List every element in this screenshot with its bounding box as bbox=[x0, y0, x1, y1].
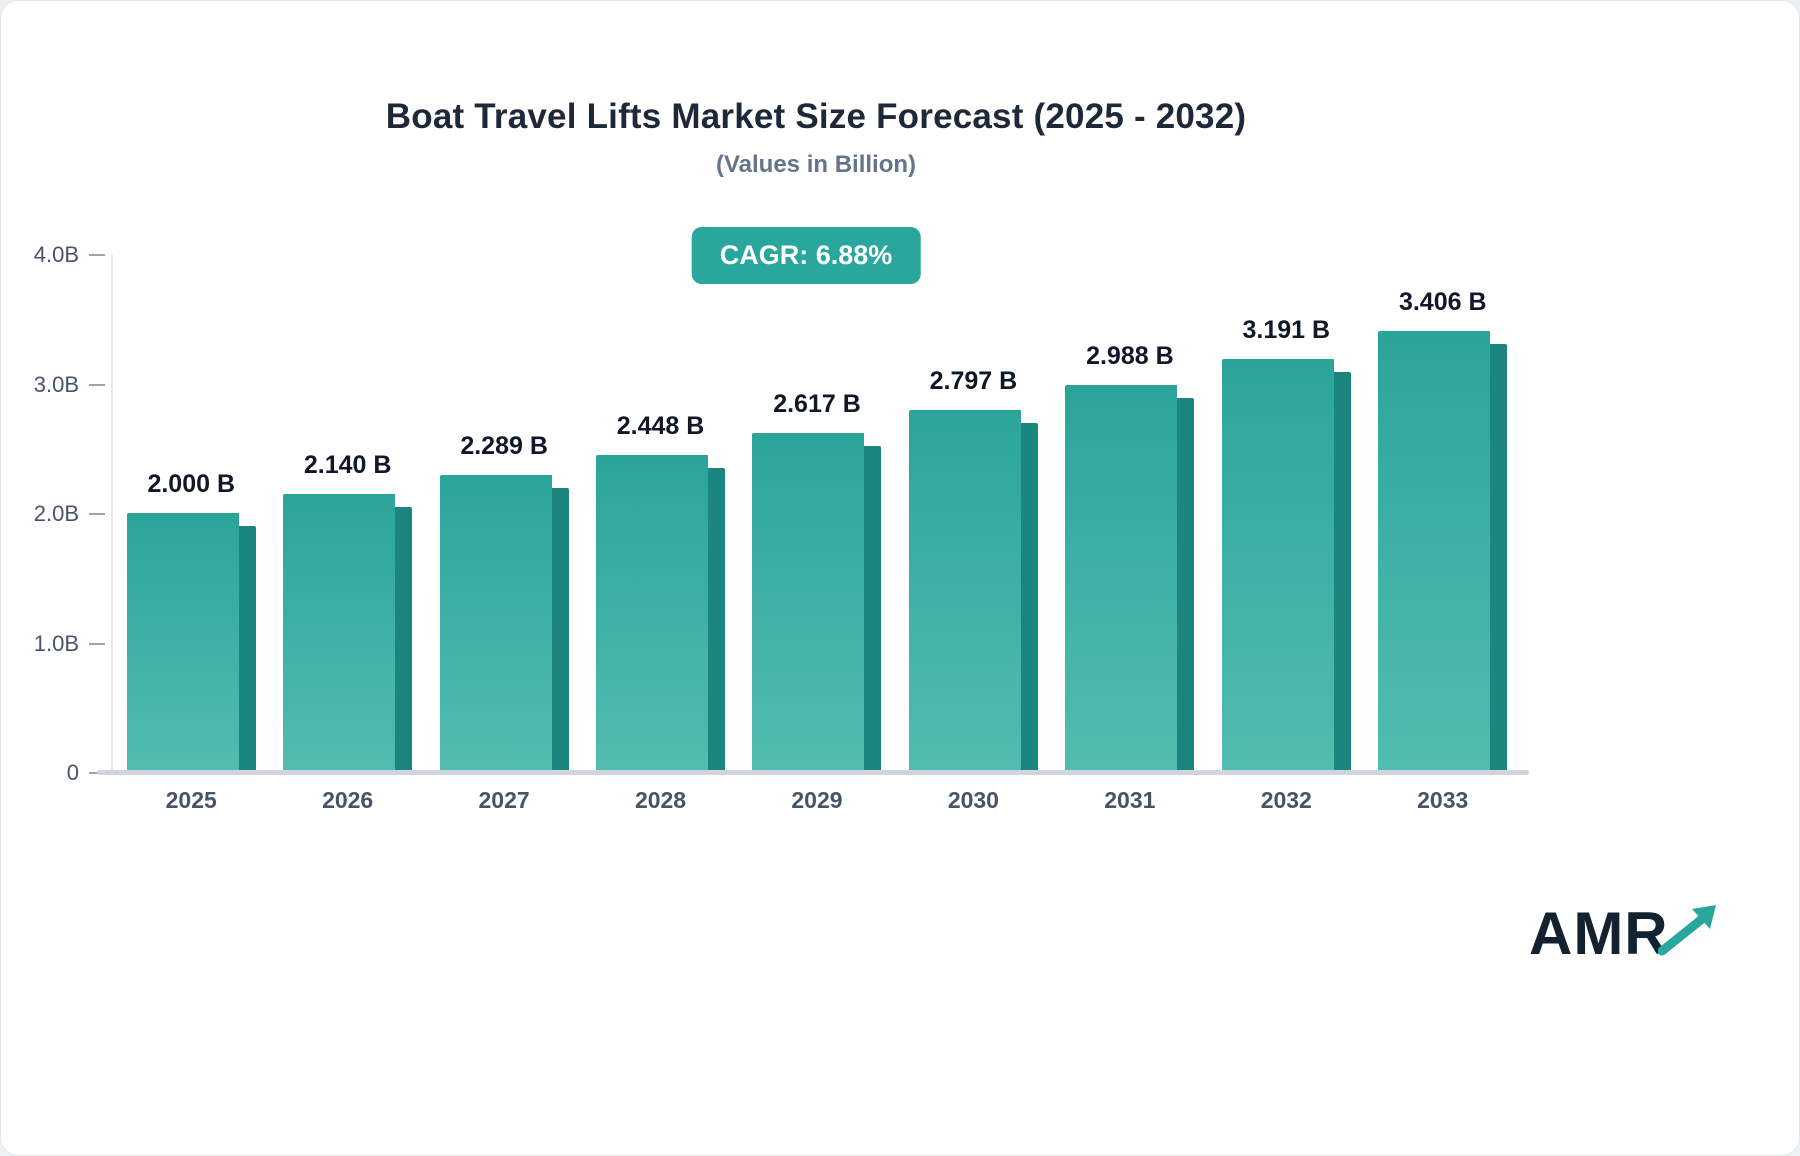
x-axis-label: 2033 bbox=[1417, 787, 1469, 813]
y-axis: 4.0B 3.0B 2.0B 1.0B 0 bbox=[1, 242, 105, 785]
bar-front-face bbox=[126, 512, 239, 770]
y-tick-label: 0 bbox=[66, 760, 79, 785]
bar-front-face bbox=[1065, 385, 1178, 770]
y-tick-label: 1.0B bbox=[33, 630, 79, 656]
bar-group: 2.617 B bbox=[739, 255, 895, 770]
bar-side-face bbox=[1490, 344, 1508, 770]
bar-side-face bbox=[708, 467, 726, 770]
bar-group: 3.406 B bbox=[1365, 255, 1521, 770]
bar-value-label: 2.988 B bbox=[1086, 342, 1174, 371]
bar-side-face bbox=[238, 525, 256, 770]
bar-front-face bbox=[1378, 331, 1491, 770]
x-axis-label: 2029 bbox=[791, 787, 843, 813]
y-tick-mark bbox=[89, 642, 105, 645]
bar: 2.000 B bbox=[126, 255, 256, 770]
bar: 2.289 B bbox=[439, 255, 569, 770]
bar-front-face bbox=[283, 494, 396, 770]
bar-front-face bbox=[908, 409, 1021, 770]
x-axis-label: 2027 bbox=[478, 787, 530, 813]
bar: 2.988 B bbox=[1065, 255, 1195, 770]
bar: 3.406 B bbox=[1378, 255, 1508, 770]
bar-value-label: 2.289 B bbox=[460, 432, 548, 461]
bar: 2.797 B bbox=[908, 255, 1038, 770]
amr-logo: AMR bbox=[1529, 899, 1716, 969]
y-axis-line bbox=[111, 255, 113, 773]
chart-subtitle: (Values in Billion) bbox=[715, 151, 917, 178]
bar-group: 2.289 B bbox=[426, 255, 582, 770]
bar-front-face bbox=[752, 433, 865, 770]
y-tick: 3.0B bbox=[34, 372, 105, 398]
cagr-badge: CAGR: 6.88% bbox=[691, 227, 921, 284]
y-tick: 1.0B bbox=[34, 631, 105, 657]
plot-area: 2.000 B 2.140 B 2.289 B 2.448 B 2.617 B 2.797… bbox=[113, 255, 1521, 770]
y-tick-mark bbox=[89, 513, 105, 515]
amr-logo-text: AMR bbox=[1529, 900, 1669, 967]
bar-group: 3.191 B bbox=[1208, 255, 1364, 770]
bar-side-face bbox=[864, 446, 882, 770]
bar-side-face bbox=[395, 507, 413, 770]
x-axis-label: 2030 bbox=[947, 787, 999, 813]
x-axis-labels: 2025 2026 2027 2028 2029 2030 2031 2032 2033 bbox=[113, 787, 1521, 814]
bar-group: 2.797 B bbox=[895, 255, 1051, 770]
bar-group: 2.988 B bbox=[1052, 255, 1208, 770]
bar-front-face bbox=[1221, 359, 1334, 770]
bar-side-face bbox=[1177, 398, 1195, 770]
bar-value-label: 2.448 B bbox=[616, 411, 705, 440]
x-axis-baseline bbox=[97, 770, 1529, 775]
bar-value-label: 3.406 B bbox=[1398, 288, 1487, 317]
bar-value-label: 3.191 B bbox=[1242, 316, 1331, 345]
bar-value-label: 2.797 B bbox=[929, 366, 1018, 395]
bar-side-face bbox=[1020, 422, 1038, 770]
bar: 2.140 B bbox=[283, 255, 413, 770]
bar-value-label: 2.000 B bbox=[147, 469, 235, 498]
bar: 2.448 B bbox=[596, 255, 726, 770]
x-axis-label: 2026 bbox=[322, 787, 374, 813]
bar-front-face bbox=[596, 454, 709, 770]
bar-group: 2.140 B bbox=[269, 255, 425, 770]
bar-front-face bbox=[439, 475, 552, 770]
x-axis-label: 2028 bbox=[634, 787, 687, 813]
growth-arrow-icon bbox=[1658, 905, 1716, 956]
bar-side-face bbox=[551, 488, 569, 770]
bar-side-face bbox=[1333, 372, 1351, 770]
x-axis-label: 2025 bbox=[165, 787, 217, 813]
y-tick-label: 4.0B bbox=[33, 242, 79, 267]
y-tick-mark bbox=[89, 254, 105, 256]
bar-group: 2.000 B bbox=[113, 255, 269, 770]
bar-value-label: 2.617 B bbox=[773, 390, 861, 419]
bar-value-label: 2.140 B bbox=[303, 451, 392, 480]
bar: 3.191 B bbox=[1221, 255, 1351, 770]
bar-group: 2.448 B bbox=[582, 255, 738, 770]
y-tick: 4.0B bbox=[34, 242, 105, 268]
y-tick: 2.0B bbox=[34, 501, 105, 527]
y-tick-label: 2.0B bbox=[33, 501, 79, 526]
x-axis-label: 2032 bbox=[1260, 787, 1312, 813]
y-tick-label: 3.0B bbox=[33, 371, 79, 397]
y-tick-mark bbox=[89, 383, 105, 386]
x-axis-label: 2031 bbox=[1104, 787, 1156, 813]
chart-title: Boat Travel Lifts Market Size Forecast (… bbox=[385, 97, 1247, 136]
bar: 2.617 B bbox=[752, 255, 882, 770]
